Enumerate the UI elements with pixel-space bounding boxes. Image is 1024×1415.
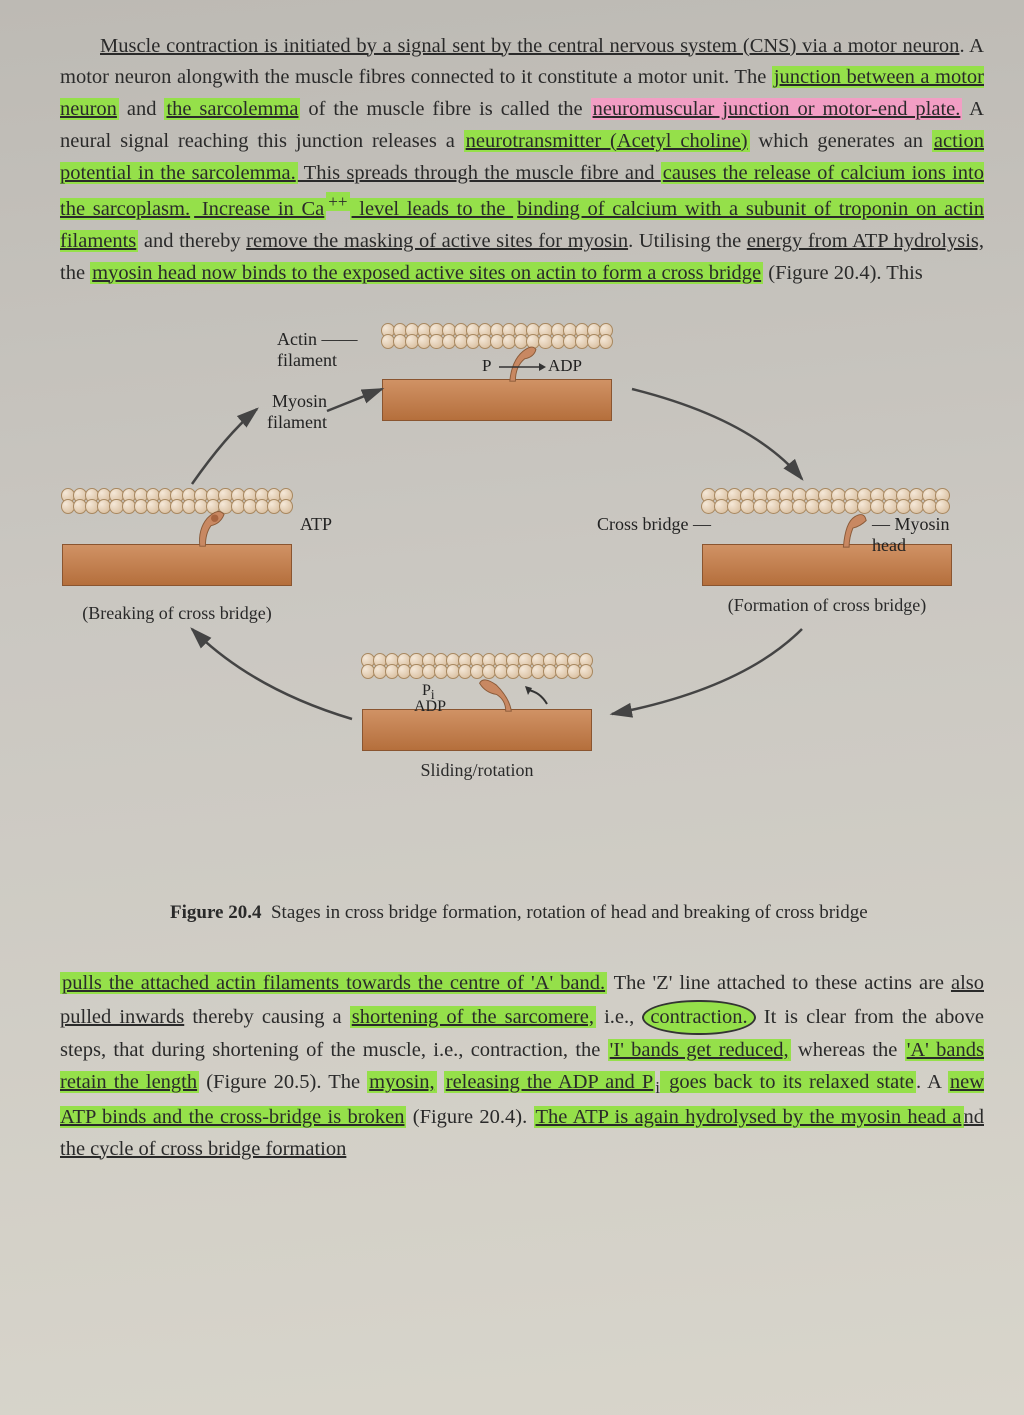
text-span: Increase in Ca — [192, 198, 326, 220]
text-span: releasing the ADP and P — [444, 1071, 656, 1093]
text-span: of the muscle fibre is called the — [300, 98, 590, 120]
cycle-arrows — [62, 319, 982, 879]
figure-text: Stages in cross bridge formation, rotati… — [271, 902, 868, 923]
text-span: (Figure 20.5). The — [199, 1071, 367, 1093]
text-span: thereby causing a — [184, 1006, 350, 1028]
text-span: which generates an — [750, 130, 932, 152]
text-span: neuromuscular junction or motor-end plat… — [591, 98, 963, 120]
text-span: The 'Z' line attached to these actins ar… — [607, 972, 951, 994]
text-span — [437, 1071, 444, 1093]
text-span: neurotransmitter (Acetyl choline) — [464, 130, 750, 152]
text-span: the sarcolemma — [164, 98, 300, 120]
paragraph-1: Muscle contraction is initiated by a sig… — [60, 31, 984, 290]
text-span: The ATP is again hydrolysed by the myosi… — [534, 1106, 964, 1128]
text-span: 'I' bands get reduced, — [608, 1039, 791, 1061]
text-span: myosin, — [367, 1071, 437, 1093]
text-span: the — [60, 262, 90, 284]
text-span: (Figure 20.4). This — [763, 262, 923, 284]
text-span: shortening of the sarcomere, — [350, 1006, 596, 1028]
figure-label: Figure 20.4 — [170, 902, 261, 923]
figure-caption: Figure 20.4 Stages in cross bridge forma… — [170, 899, 924, 928]
text-span: This spreads through the muscle fibre an… — [298, 162, 661, 184]
text-span: (Figure 20.4). — [406, 1106, 533, 1128]
text-span: and — [119, 98, 165, 120]
text-span: . A — [916, 1071, 948, 1093]
text-span: energy from ATP hydrolysis, — [747, 230, 984, 252]
text-span: i.e., — [596, 1006, 642, 1028]
text-span: myosin head now binds to the exposed act… — [90, 262, 763, 284]
text-span: contraction. — [642, 1000, 755, 1036]
text-span: ++ — [326, 192, 349, 211]
text-span: Muscle contraction is initiated by a sig… — [100, 35, 959, 57]
cross-bridge-diagram: Actin ―― filament Myosin filament P ADP — [62, 319, 982, 879]
text-span: pulls the attached actin filaments towar… — [60, 972, 607, 994]
text-span: . Utilising the — [628, 230, 747, 252]
paragraph-2: pulls the attached actin filaments towar… — [60, 968, 984, 1165]
text-span: whereas the — [791, 1039, 905, 1061]
text-span: remove the masking of active sites for m… — [246, 230, 628, 252]
text-span: level leads to the — [350, 198, 516, 220]
text-span: goes back to its relaxed state — [660, 1071, 916, 1093]
text-span: and thereby — [138, 230, 246, 252]
textbook-page: Muscle contraction is initiated by a sig… — [0, 0, 1024, 1415]
